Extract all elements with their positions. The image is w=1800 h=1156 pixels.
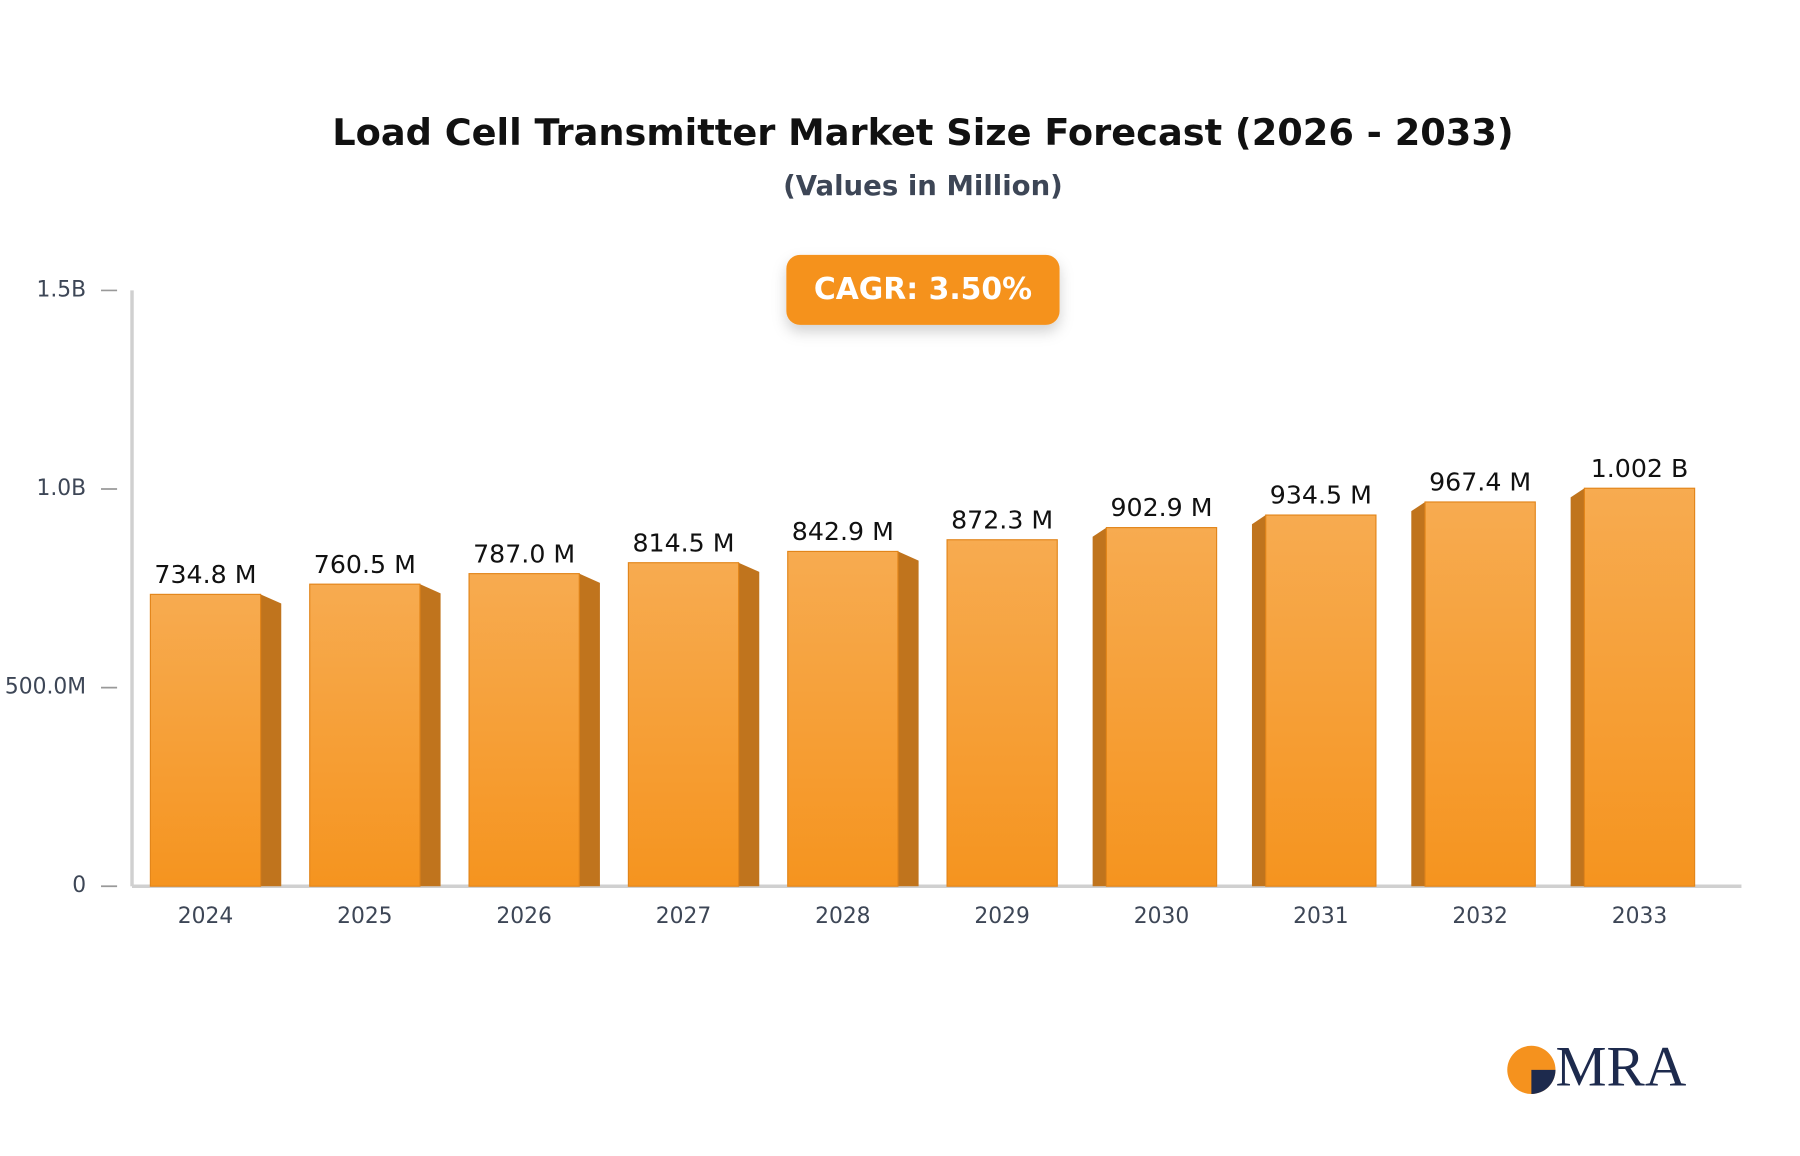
bar-side [1092,527,1107,887]
x-tick-label: 2030 [1134,904,1189,929]
x-tick-label: 2027 [656,904,711,929]
x-tick-label: 2026 [496,904,551,929]
chart-subtitle: (Values in Million) [783,170,1063,202]
bar-side [260,594,282,887]
bar-side [897,551,919,887]
y-tick-label: 1.5B [36,277,86,302]
logo-text: MRA [1556,1035,1687,1098]
bar-side [1570,488,1585,887]
x-tick-label: 2033 [1612,904,1667,929]
x-tick-label: 2029 [974,904,1029,929]
value-label: 967.4 M [1429,468,1531,497]
bar [309,583,421,887]
chart-title: Load Cell Transmitter Market Size Foreca… [332,111,1513,154]
value-label: 814.5 M [632,528,734,557]
logo: MRA [1507,1035,1687,1098]
bar [627,562,740,887]
x-tick-label: 2025 [337,904,392,929]
value-label: 934.5 M [1270,481,1372,510]
bar [149,593,262,887]
cagr-badge [786,254,1060,325]
bar [1583,487,1696,887]
value-label: 872.3 M [951,505,1053,534]
logo-icon-slice [1531,1069,1556,1095]
bar-side [579,573,600,887]
x-tick-label: 2024 [178,904,233,929]
x-tick-label: 2031 [1293,904,1348,929]
x-tick-label: 2032 [1452,904,1507,929]
value-label: 902.9 M [1110,493,1212,522]
bar-side [1411,501,1426,887]
value-label: 734.8 M [154,560,256,589]
bar [946,539,1058,887]
y-tick-label: 1.0B [36,476,86,501]
bar-side [419,584,441,887]
bar-side [738,562,760,887]
y-tick-label: 0 [72,873,86,898]
value-label: 787.0 M [473,539,575,568]
bar-side [1251,515,1266,887]
value-label: 760.5 M [314,550,416,579]
value-label: 1.002 B [1591,454,1689,483]
bar [1265,514,1377,887]
bar [468,573,580,887]
x-tick-label: 2028 [815,904,870,929]
bar [787,550,899,887]
bar [1424,501,1536,887]
y-tick-label: 500.0M [5,675,86,700]
bar [1105,527,1218,887]
value-label: 842.9 M [792,517,894,546]
cagr-label: CAGR: 3.50% [814,272,1032,307]
